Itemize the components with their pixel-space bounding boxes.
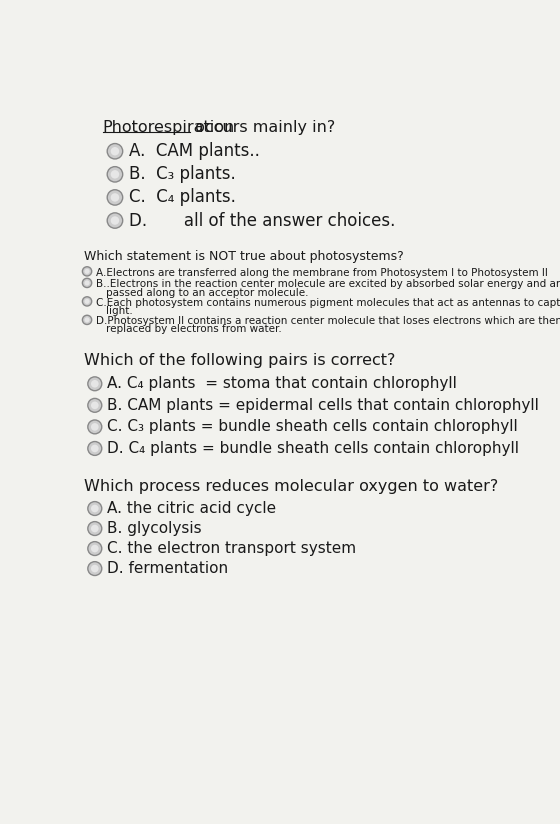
Text: B. glycolysis: B. glycolysis <box>107 521 202 536</box>
Circle shape <box>111 217 119 225</box>
Circle shape <box>91 445 99 452</box>
Circle shape <box>85 280 90 285</box>
Text: B. CAM plants = epidermal cells that contain chlorophyll: B. CAM plants = epidermal cells that con… <box>107 398 539 413</box>
Circle shape <box>107 190 123 205</box>
Circle shape <box>88 502 102 516</box>
Text: A. C₄ plants  = stoma that contain chlorophyll: A. C₄ plants = stoma that contain chloro… <box>107 377 457 391</box>
Circle shape <box>82 267 92 276</box>
Circle shape <box>88 541 102 555</box>
Circle shape <box>91 380 99 387</box>
Circle shape <box>111 193 119 202</box>
Text: C.  C₄ plants.: C. C₄ plants. <box>129 189 236 207</box>
Text: D.       all of the answer choices.: D. all of the answer choices. <box>129 212 395 230</box>
Circle shape <box>82 279 92 288</box>
Text: Which of the following pairs is correct?: Which of the following pairs is correct? <box>84 353 395 368</box>
Circle shape <box>107 143 123 159</box>
Text: A.Electrons are transferred along the membrane from Photosystem I to Photosystem: A.Electrons are transferred along the me… <box>96 268 548 278</box>
Text: C.Each photosystem contains numerous pigment molecules that act as antennas to c: C.Each photosystem contains numerous pig… <box>96 297 560 307</box>
Text: B.  C₃ plants.: B. C₃ plants. <box>129 166 236 184</box>
Text: light.: light. <box>106 306 132 316</box>
Circle shape <box>88 562 102 575</box>
Circle shape <box>107 166 123 182</box>
Text: D. C₄ plants = bundle sheath cells contain chlorophyll: D. C₄ plants = bundle sheath cells conta… <box>107 441 519 456</box>
Text: B..Electrons in the reaction center molecule are excited by absorbed solar energ: B..Electrons in the reaction center mole… <box>96 279 560 289</box>
Text: Which statement is NOT true about photosystems?: Which statement is NOT true about photos… <box>84 250 404 263</box>
Circle shape <box>88 399 102 412</box>
Circle shape <box>85 269 90 274</box>
Text: replaced by electrons from water.: replaced by electrons from water. <box>106 325 281 335</box>
Circle shape <box>91 525 99 532</box>
Circle shape <box>91 545 99 552</box>
Circle shape <box>82 297 92 306</box>
Text: A. the citric acid cycle: A. the citric acid cycle <box>107 501 276 516</box>
Circle shape <box>91 401 99 410</box>
Circle shape <box>85 317 90 322</box>
Circle shape <box>91 505 99 513</box>
Circle shape <box>111 170 119 179</box>
Circle shape <box>88 377 102 391</box>
Text: C. C₃ plants = bundle sheath cells contain chlorophyll: C. C₃ plants = bundle sheath cells conta… <box>107 419 518 434</box>
Text: D. fermentation: D. fermentation <box>107 561 228 576</box>
Circle shape <box>88 522 102 536</box>
Circle shape <box>82 316 92 325</box>
Circle shape <box>88 420 102 433</box>
Circle shape <box>88 442 102 456</box>
Circle shape <box>85 299 90 304</box>
Circle shape <box>107 213 123 228</box>
Circle shape <box>111 147 119 156</box>
Text: D.Photosystem II contains a reaction center molecule that loses electrons which : D.Photosystem II contains a reaction cen… <box>96 316 560 326</box>
Text: Which process reduces molecular oxygen to water?: Which process reduces molecular oxygen t… <box>84 480 498 494</box>
Text: Photorespiration: Photorespiration <box>102 120 235 135</box>
Text: passed along to an acceptor molecule.: passed along to an acceptor molecule. <box>106 288 308 297</box>
Circle shape <box>91 423 99 431</box>
Text: A.  CAM plants..: A. CAM plants.. <box>129 143 260 160</box>
Text: C. the electron transport system: C. the electron transport system <box>107 541 356 556</box>
Text: occurs mainly in?: occurs mainly in? <box>190 120 335 135</box>
Circle shape <box>91 564 99 573</box>
